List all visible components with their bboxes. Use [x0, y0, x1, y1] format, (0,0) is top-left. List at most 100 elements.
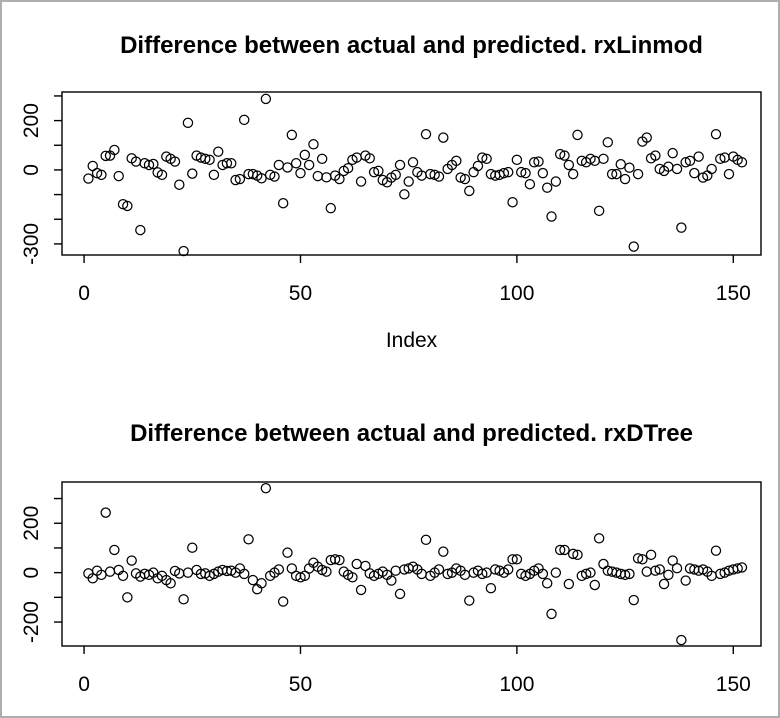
data-point	[645, 549, 657, 561]
data-point	[477, 152, 488, 163]
x-tick-label: 100	[499, 282, 534, 305]
data-point	[676, 222, 687, 233]
data-point	[122, 200, 133, 212]
data-point	[546, 608, 557, 620]
x-tick-label: 50	[289, 282, 312, 305]
y-tick-label: 0	[20, 164, 43, 176]
data-point	[299, 149, 311, 161]
data-point	[723, 168, 735, 180]
data-point	[528, 157, 540, 168]
data-point	[122, 592, 133, 603]
data-point	[87, 573, 98, 584]
data-point	[498, 167, 510, 179]
data-point	[442, 568, 453, 580]
data-point	[546, 211, 557, 222]
data-point	[663, 569, 674, 581]
data-point	[641, 566, 652, 577]
data-point	[619, 569, 631, 581]
data-point	[676, 634, 687, 646]
data-point	[260, 93, 272, 105]
data-point	[394, 588, 406, 600]
data-point	[260, 482, 272, 494]
data-point	[554, 148, 566, 160]
data-point	[511, 554, 523, 565]
data-point	[187, 168, 198, 179]
data-point	[213, 146, 224, 157]
x-tick-label: 0	[78, 673, 90, 696]
data-point	[628, 241, 639, 252]
data-point	[390, 565, 401, 576]
data-point	[295, 167, 306, 179]
data-point	[468, 166, 479, 178]
data-point	[312, 170, 324, 182]
data-point	[200, 153, 211, 165]
data-point	[706, 163, 717, 175]
data-point	[632, 168, 644, 180]
plot-box	[61, 91, 762, 256]
data-point	[589, 579, 601, 591]
data-point	[368, 166, 380, 178]
data-point	[624, 162, 635, 173]
data-point	[295, 572, 306, 583]
data-point	[472, 160, 484, 172]
data-point	[455, 172, 466, 183]
chart-title-rxdtree: Difference between actual and predicted.…	[130, 420, 693, 447]
x-tick-label: 50	[289, 673, 312, 696]
data-point	[559, 544, 570, 556]
data-point	[100, 507, 111, 518]
data-point	[550, 567, 562, 578]
y-tick-label: -200	[20, 601, 43, 643]
x-axis-label-index: Index	[385, 329, 438, 352]
data-point	[394, 159, 406, 171]
data-point	[165, 578, 176, 589]
data-point	[507, 554, 518, 565]
data-point	[347, 572, 358, 583]
data-point	[689, 167, 700, 179]
data-point	[550, 176, 562, 187]
x-tick-label: 100	[499, 673, 534, 696]
data-point	[243, 534, 254, 545]
data-point	[541, 182, 553, 193]
data-point	[654, 564, 665, 575]
data-point	[650, 150, 661, 161]
data-point	[321, 566, 332, 577]
data-point	[611, 168, 622, 180]
data-point	[420, 128, 432, 140]
data-point	[438, 132, 449, 143]
data-point	[667, 555, 678, 566]
data-point	[520, 167, 531, 179]
data-point	[334, 554, 345, 566]
data-point	[650, 565, 661, 576]
y-tick-label: 200	[20, 103, 43, 138]
x-tick-label: 150	[716, 282, 751, 305]
data-point	[585, 567, 596, 578]
data-point	[641, 132, 652, 143]
data-point	[355, 584, 367, 596]
data-point	[567, 168, 579, 180]
data-point	[715, 153, 726, 165]
data-point	[515, 166, 527, 178]
data-point	[148, 158, 159, 170]
data-point	[83, 173, 94, 184]
data-point	[187, 542, 198, 553]
data-point	[329, 554, 341, 565]
data-point	[624, 568, 635, 580]
data-point	[481, 153, 492, 165]
data-point	[477, 568, 488, 580]
data-point	[182, 117, 194, 129]
y-tick-label: -300	[20, 223, 43, 265]
data-point	[537, 568, 549, 580]
data-point	[399, 189, 410, 200]
y-tick-label: 200	[20, 506, 43, 541]
data-point	[282, 547, 293, 558]
data-point	[113, 170, 124, 182]
data-point	[580, 568, 592, 580]
data-point	[273, 564, 285, 575]
data-point	[671, 562, 683, 574]
data-point	[680, 575, 691, 586]
y-tick-label: 0	[20, 567, 43, 579]
data-point	[174, 179, 185, 190]
data-point	[109, 144, 120, 156]
data-point	[541, 578, 553, 589]
